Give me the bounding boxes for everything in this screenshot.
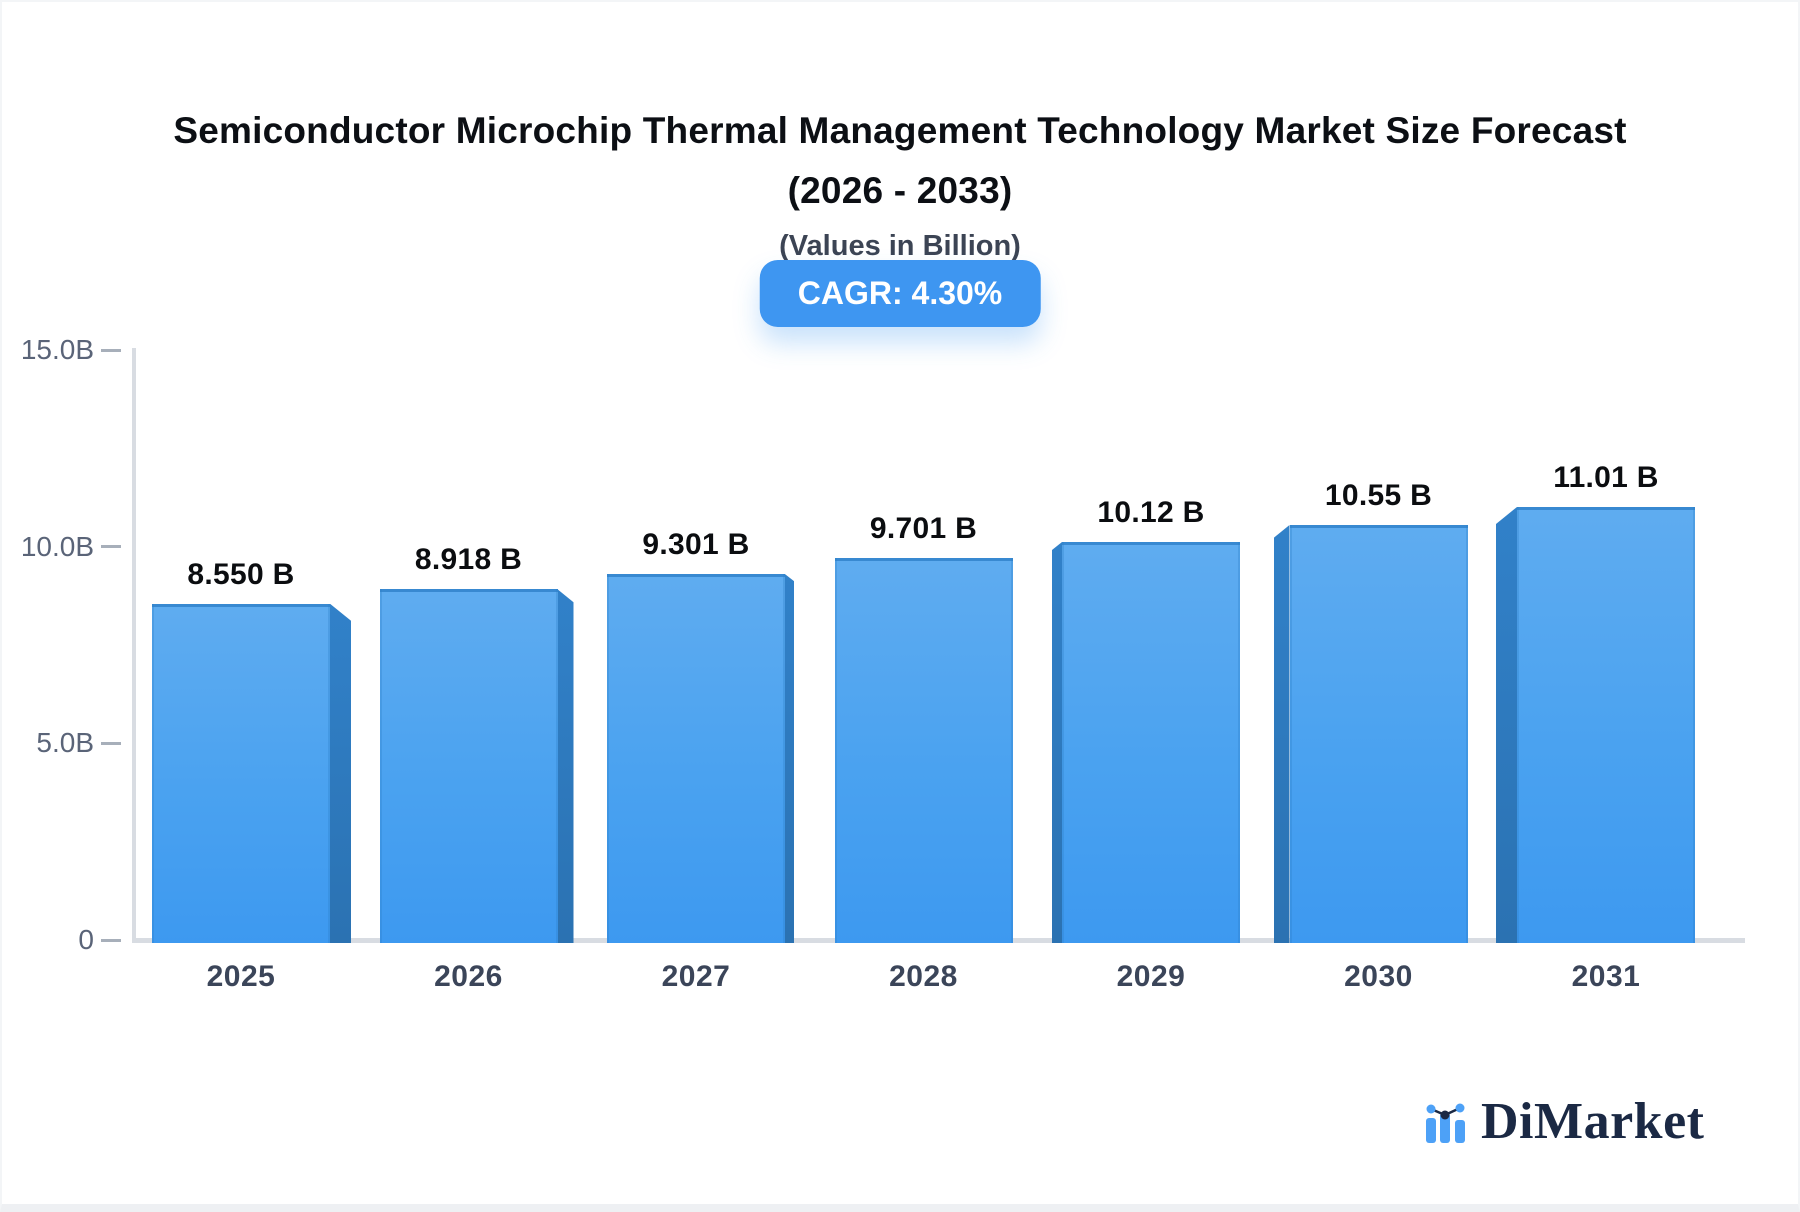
bar [834, 558, 1013, 943]
bar-3d-side [330, 603, 351, 943]
y-axis-tick [101, 741, 121, 745]
brand-logo: DiMarket [1423, 1094, 1704, 1150]
brand-name: DiMarket [1481, 1093, 1705, 1150]
chart-title-line1: Semiconductor Microchip Thermal Manageme… [173, 110, 1627, 151]
x-axis-label: 2026 [434, 960, 503, 993]
x-axis-label: 2031 [1571, 960, 1641, 993]
x-axis-label: 2025 [206, 960, 276, 993]
bar [1289, 525, 1468, 943]
x-axis-label: 2028 [889, 960, 958, 993]
y-axis-tick-label: 5.0B [36, 727, 94, 759]
bar-3d-side [1273, 525, 1290, 943]
y-axis-tick [101, 545, 121, 549]
chart-subtitle: (Values in Billion) [779, 230, 1021, 262]
dimarket-logo-icon [1426, 1103, 1465, 1143]
cagr-badge: CAGR: 4.30% [759, 260, 1041, 327]
y-axis-tick-label: 10.0B [20, 530, 94, 562]
chart-title-line2: (2026 - 2033) [787, 170, 1013, 211]
bar-3d-side [1496, 506, 1517, 943]
bar-3d-side [785, 574, 794, 943]
bar-value-label: 8.918 B [414, 543, 523, 577]
bar-3d-side [1052, 541, 1062, 943]
x-axis-label: 2029 [1116, 960, 1186, 993]
bar [1062, 541, 1240, 943]
bar-value-label: 8.550 B [187, 557, 295, 591]
y-axis-tick-label: 15.0B [20, 334, 94, 365]
bar [607, 574, 785, 943]
bar [152, 603, 330, 943]
x-axis-label: 2027 [661, 960, 731, 993]
y-axis-tick [101, 348, 121, 352]
bar [1517, 506, 1695, 943]
y-axis-tick [101, 938, 121, 942]
bar-value-label: 10.12 B [1097, 495, 1205, 529]
bar-value-label: 10.55 B [1324, 479, 1433, 513]
bar-value-label: 9.301 B [642, 528, 750, 562]
x-axis-label: 2030 [1344, 960, 1413, 993]
y-axis-tick-label: 0 [78, 924, 94, 955]
bar-3d-side [557, 589, 574, 943]
bar [379, 589, 558, 943]
bar-value-label: 9.701 B [869, 512, 978, 546]
y-axis-line [132, 348, 136, 943]
bar-value-label: 11.01 B [1553, 460, 1659, 494]
